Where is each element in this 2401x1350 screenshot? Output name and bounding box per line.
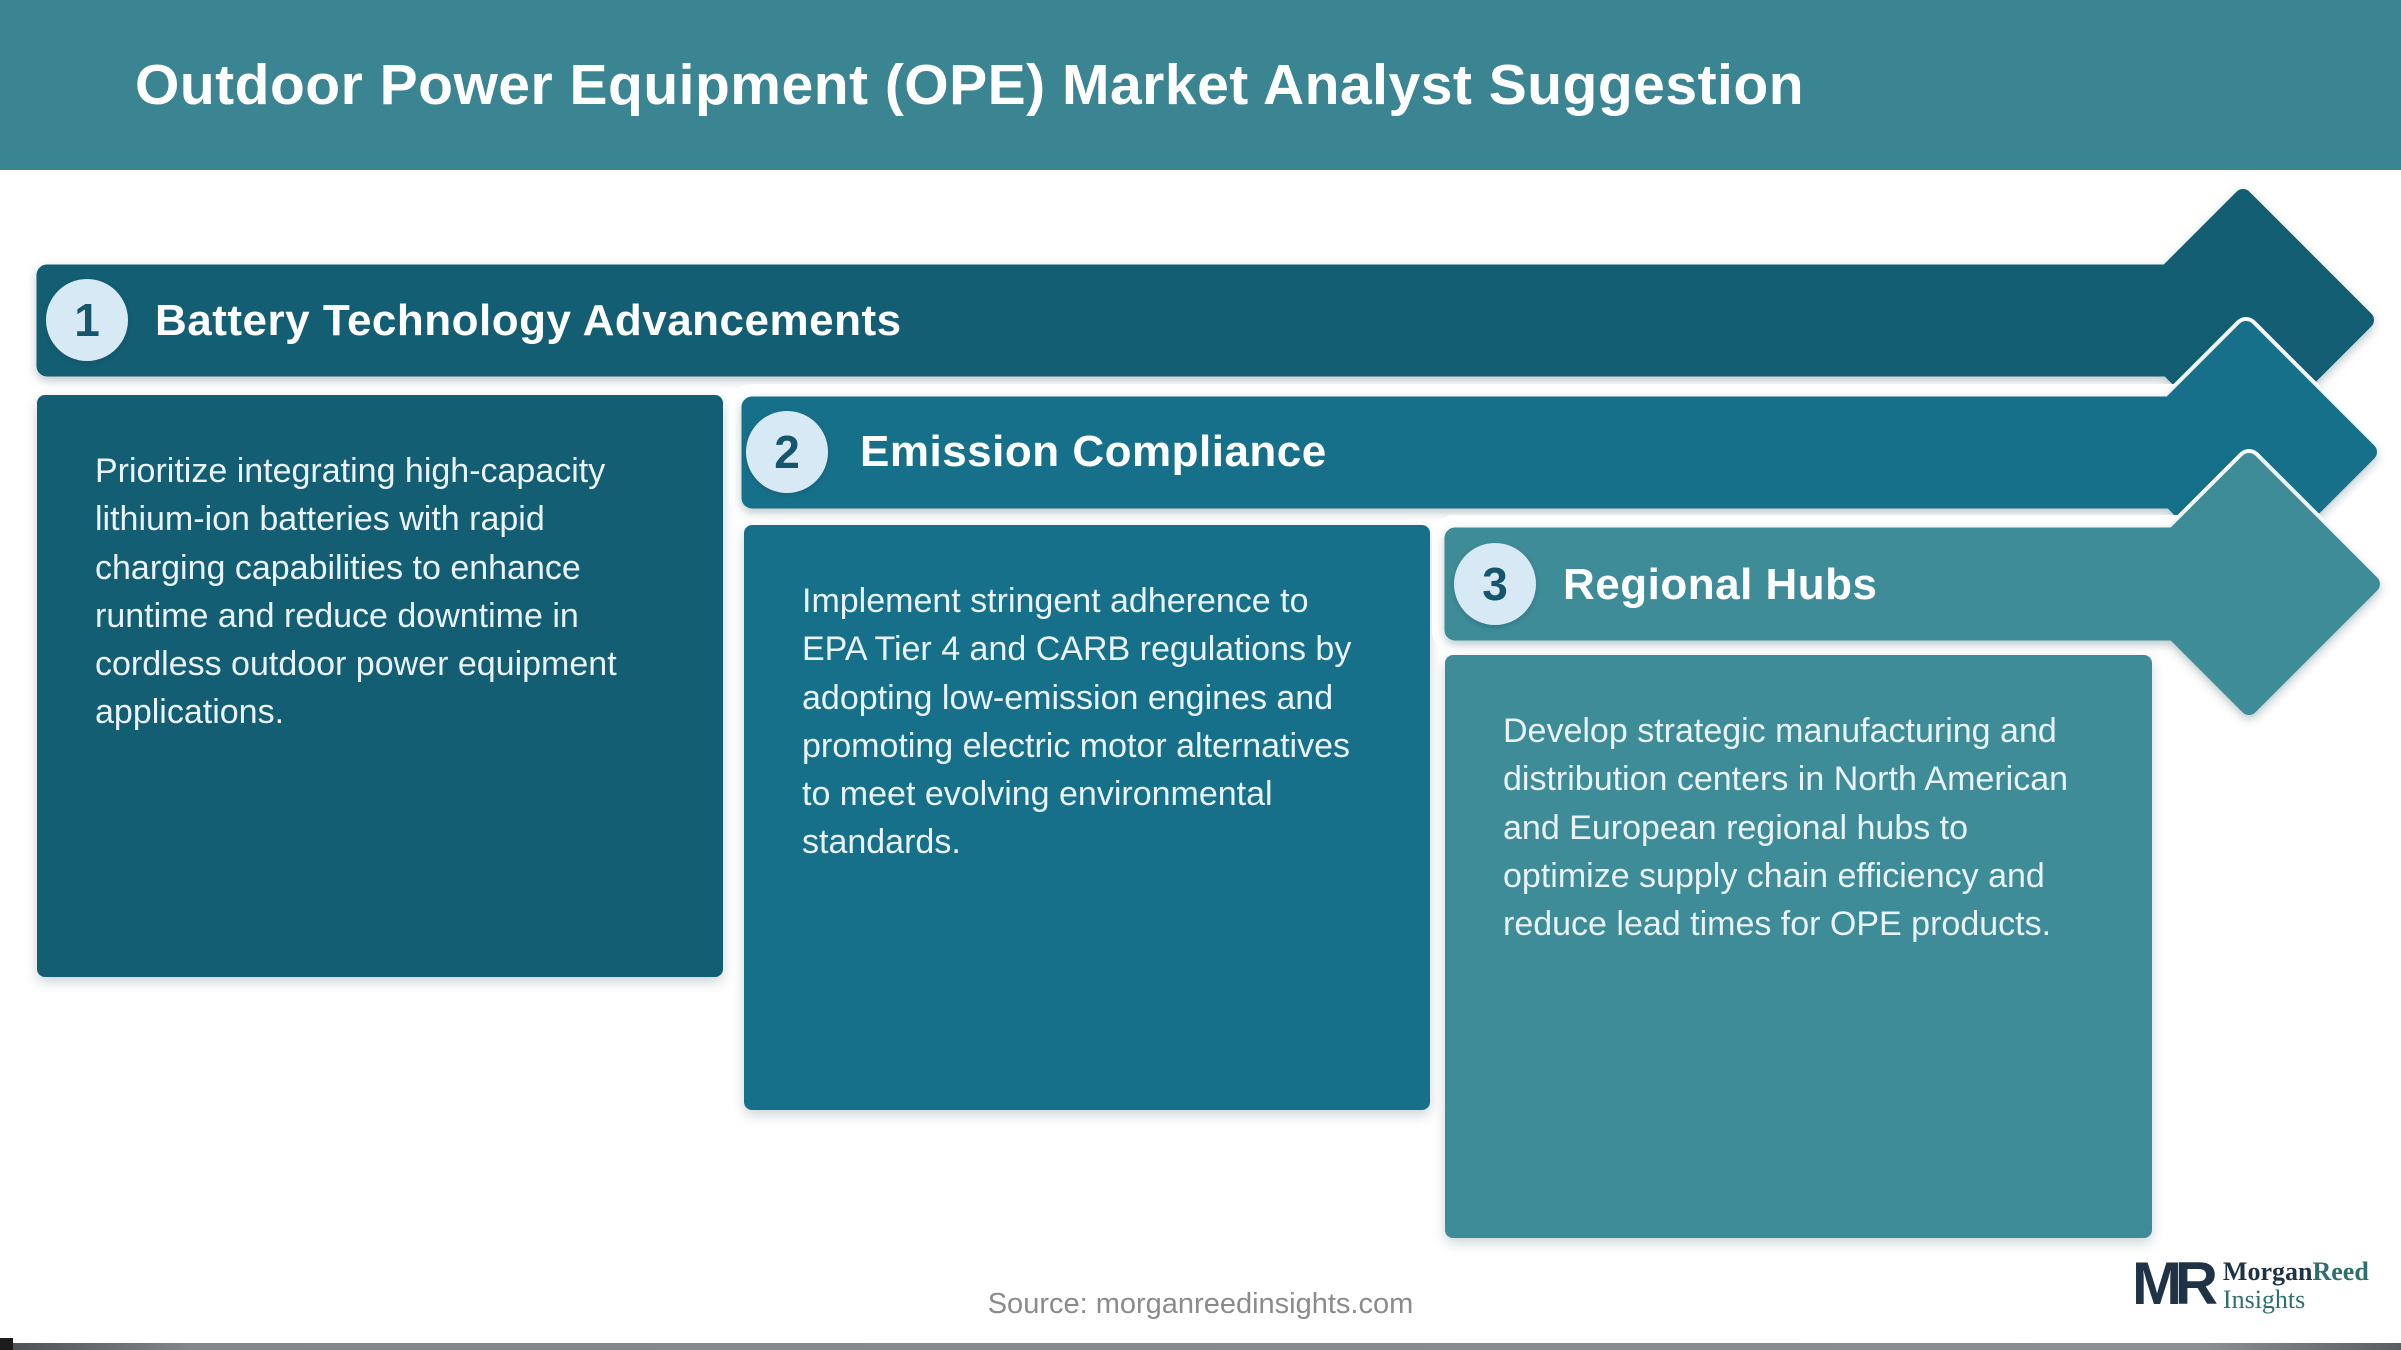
step-2-number: 2 <box>774 426 800 478</box>
step-3-title: Regional Hubs <box>1563 560 1878 609</box>
window-bottom-edge <box>0 1343 2401 1350</box>
slide-header: Outdoor Power Equipment (OPE) Market Ana… <box>0 0 2401 170</box>
morganreed-logo: MR MorganReed Insights <box>2132 1254 2369 1314</box>
step-3-description-box: Develop strategic manufacturing and dist… <box>1445 655 2152 1238</box>
source-attribution: Source: morganreedinsights.com <box>987 1288 1414 1320</box>
step-2-description-box: Implement stringent adherence to EPA Tie… <box>744 525 1430 1110</box>
mr-monogram-icon: MR <box>2132 1250 2218 1317</box>
step-2-number-badge: 2 <box>746 411 828 493</box>
step-3-description: Develop strategic manufacturing and dist… <box>1503 712 2069 944</box>
step-1-description: Prioritize integrating high-capacity lit… <box>95 452 617 732</box>
step-1-title: Battery Technology Advancements <box>155 296 902 345</box>
logo-tagline: Insights <box>2222 1285 2306 1315</box>
step-1-description-box: Prioritize integrating high-capacity lit… <box>37 395 723 977</box>
step-3-number: 3 <box>1482 558 1508 610</box>
step-3-number-badge: 3 <box>1454 543 1536 625</box>
window-bottom-left-notch <box>0 1338 13 1350</box>
step-2-description: Implement stringent adherence to EPA Tie… <box>802 582 1352 862</box>
step-1-number: 1 <box>74 294 100 346</box>
logo-name-reed: Reed <box>2312 1257 2369 1286</box>
logo-name: MorganReed <box>2222 1257 2369 1286</box>
logo-name-morgan: Morgan <box>2222 1257 2313 1286</box>
step-2-title: Emission Compliance <box>860 427 1327 476</box>
step-1-number-badge: 1 <box>46 279 128 361</box>
page-title: Outdoor Power Equipment (OPE) Market Ana… <box>135 53 1805 117</box>
